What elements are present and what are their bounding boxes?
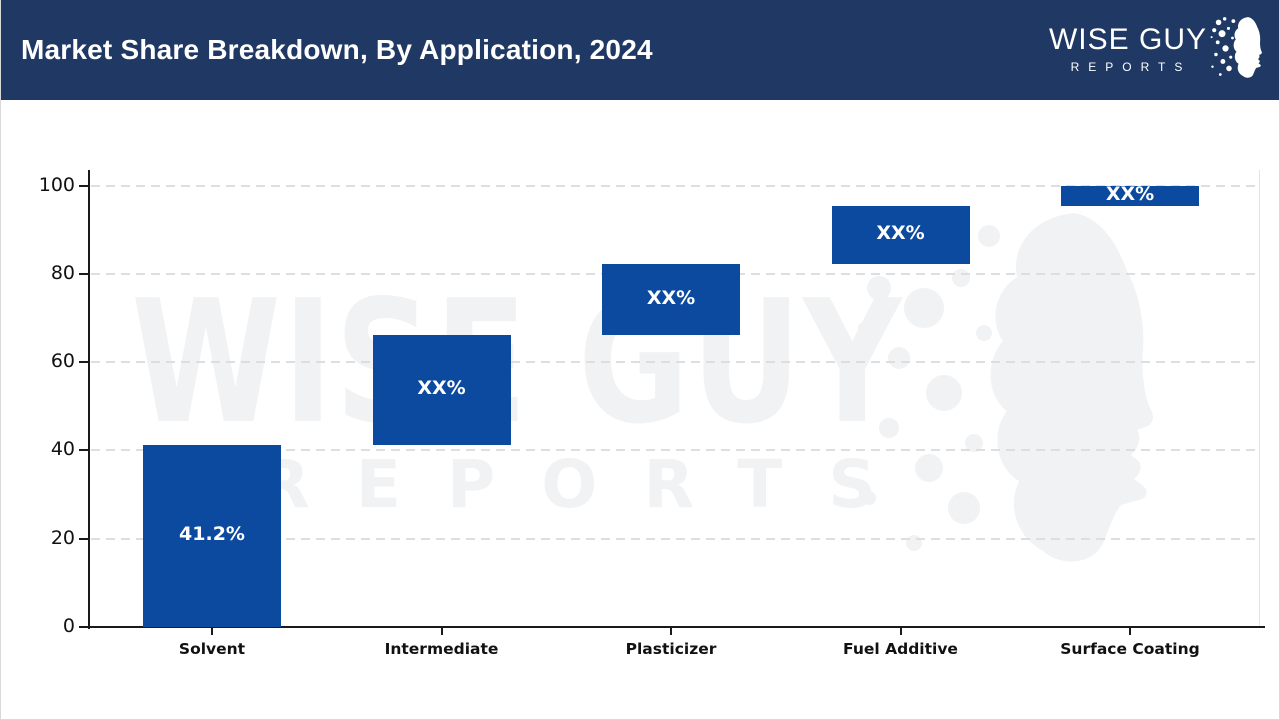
brand-logo-text: WISE GUY REPORTS <box>1049 23 1207 74</box>
bar-fuel-additive <box>831 205 970 265</box>
page-title: Market Share Breakdown, By Application, … <box>21 34 653 65</box>
bar-value-label: XX% <box>876 221 925 244</box>
bar-value-label: XX% <box>1105 182 1155 205</box>
brand-logo: WISE GUY REPORTS <box>1049 6 1269 90</box>
x-axis-label-plasticizer: Plasticizer <box>625 640 717 658</box>
bar-value-label: 41.2% <box>179 523 245 546</box>
brand-face-icon <box>1210 17 1262 78</box>
x-axis-label-solvent: Solvent <box>178 640 246 658</box>
y-gridline <box>91 361 1259 364</box>
x-axis-label-fuel-additive: Fuel Additive <box>843 640 958 658</box>
brand-name: WISE GUY <box>1048 22 1207 56</box>
x-axis-label-surface-coating: Surface Coating <box>1060 640 1200 658</box>
y-gridline <box>91 537 1259 540</box>
bar-surface-coating <box>1061 185 1199 206</box>
y-axis-tick-label: 60 <box>50 350 75 373</box>
y-axis-tick <box>79 184 88 187</box>
bar-value-label: XX% <box>417 377 466 400</box>
y-axis-tick-label: 80 <box>50 261 75 284</box>
bar-value-label: XX% <box>646 286 696 309</box>
header-band: Market Share Breakdown, By Application, … <box>1 0 1279 100</box>
y-axis-tick-label: 0 <box>62 615 75 637</box>
x-axis-tick <box>440 627 443 635</box>
x-axis-tick <box>211 627 213 635</box>
y-axis-tick <box>79 361 88 364</box>
y-gridline <box>91 184 1259 187</box>
y-axis-tick <box>79 272 88 275</box>
x-axis-line <box>87 626 1265 628</box>
brand-subname: REPORTS <box>1070 59 1192 74</box>
y-gridline <box>91 449 1259 452</box>
y-axis-tick-label: 20 <box>50 526 75 549</box>
y-axis-line <box>88 170 90 629</box>
watermark-subtext: REPORTS <box>259 446 922 523</box>
y-axis-tick-label: 100 <box>38 173 75 196</box>
y-axis-tick-label: 40 <box>50 438 75 461</box>
y-axis-tick <box>79 537 88 540</box>
x-axis-tick <box>899 627 902 635</box>
x-axis-tick <box>670 627 672 635</box>
plot-right-border <box>1259 170 1260 627</box>
y-axis-tick <box>79 449 88 452</box>
bar-plasticizer <box>602 264 740 336</box>
x-axis-label-intermediate: Intermediate <box>384 640 499 658</box>
x-axis-tick <box>1129 627 1131 635</box>
bar-intermediate <box>372 335 511 446</box>
y-axis-tick <box>79 626 88 628</box>
bar-solvent <box>143 445 281 627</box>
